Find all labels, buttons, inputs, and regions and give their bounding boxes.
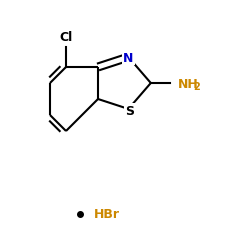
Text: N: N	[123, 51, 134, 64]
Text: S: S	[125, 105, 134, 118]
Text: NH: NH	[178, 77, 199, 90]
Text: Cl: Cl	[59, 31, 73, 44]
Text: HBr: HBr	[94, 208, 120, 220]
Text: 2: 2	[193, 82, 200, 92]
